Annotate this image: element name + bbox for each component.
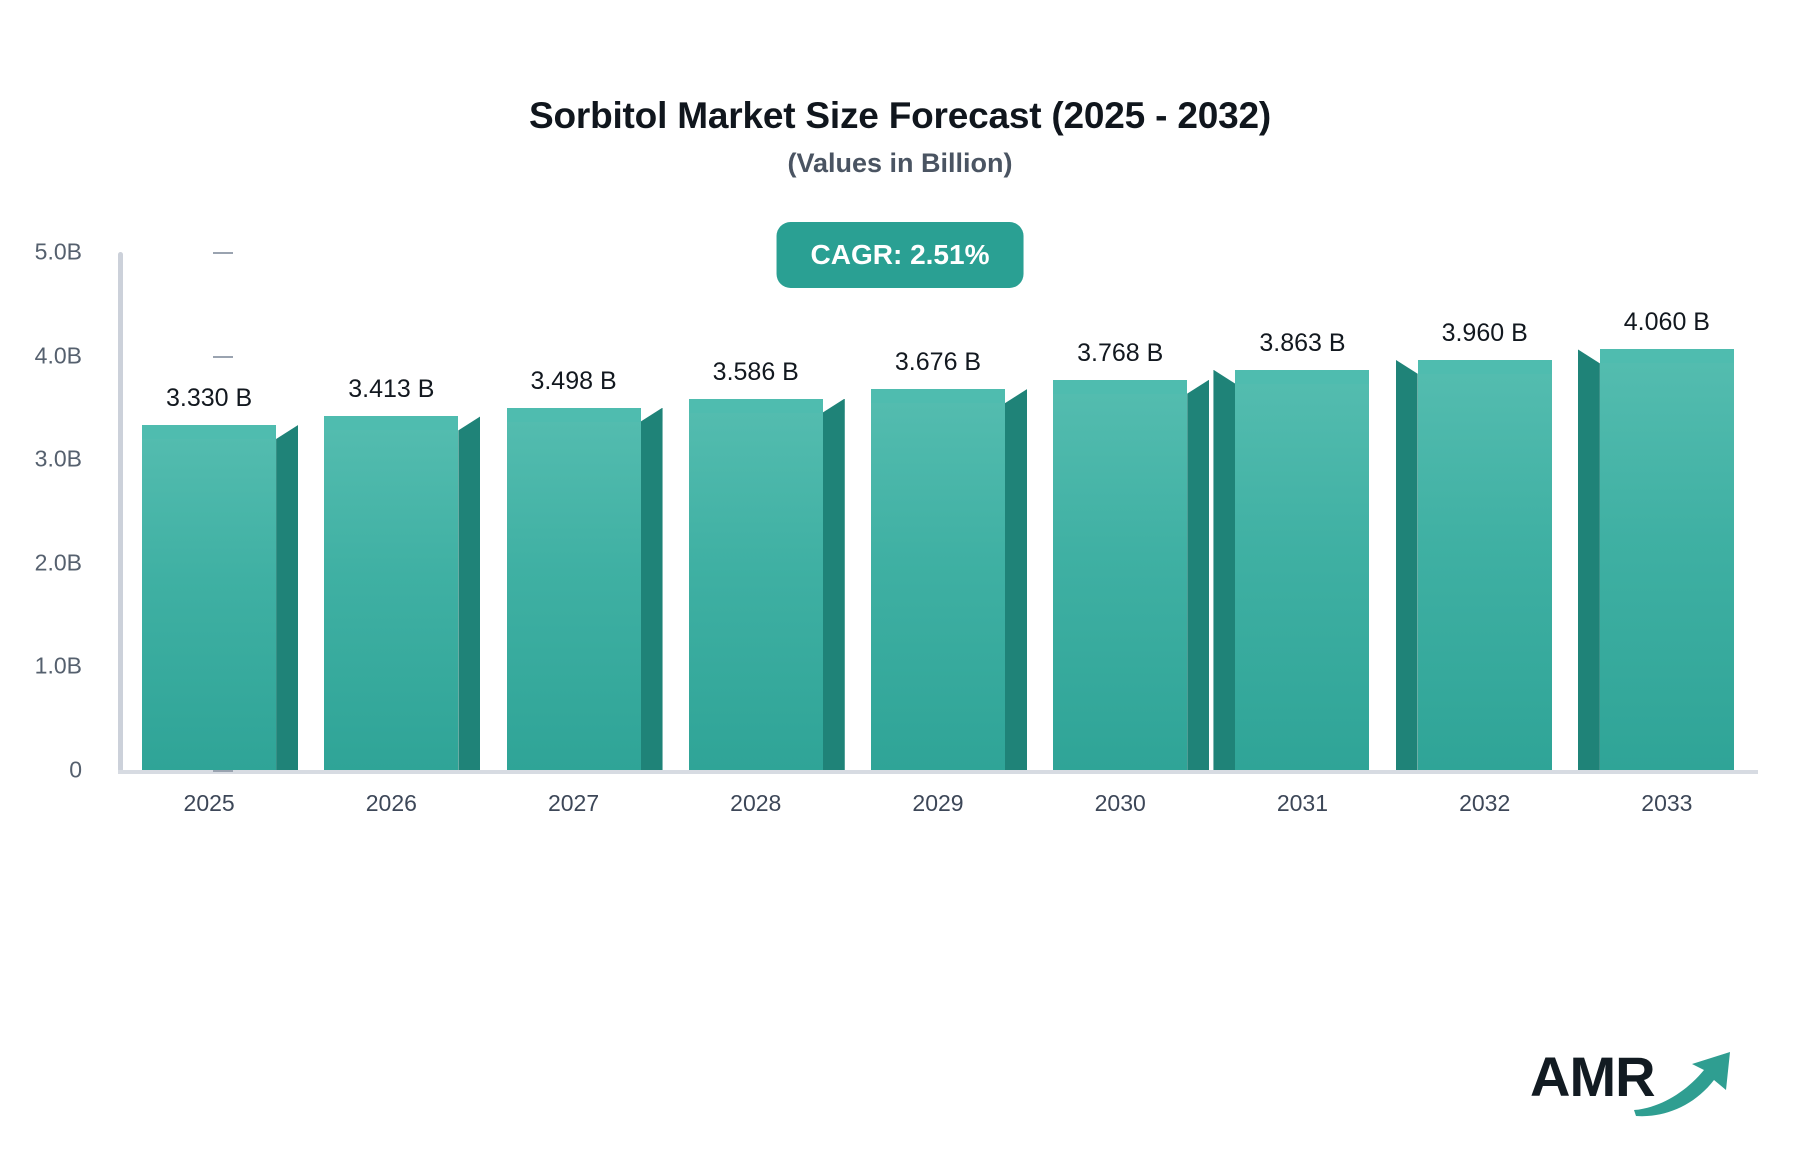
- bar-face: [871, 389, 1005, 770]
- x-axis-label: 2030: [1094, 790, 1146, 816]
- bar-face: [324, 416, 459, 770]
- bar-value-label: 3.498 B: [530, 366, 617, 395]
- logo-text: AMR: [1530, 1045, 1656, 1108]
- chart-subtitle: (Values in Billion): [787, 148, 1013, 178]
- bar-face: [506, 407, 641, 770]
- bar-top-face: [142, 425, 277, 440]
- bar-value-label: 3.330 B: [166, 384, 253, 413]
- bar: 3.498 B: [506, 367, 663, 770]
- bar-face: [1417, 359, 1552, 770]
- cagr-badge: CAGR: 2.51%: [776, 222, 1024, 288]
- bar-face: [1599, 349, 1734, 770]
- bar-top-face: [688, 398, 823, 413]
- bar-value-label: 3.676 B: [894, 348, 982, 377]
- y-axis-label: 3.0B: [34, 445, 82, 472]
- y-axis-tick: [213, 770, 233, 772]
- bar-side-face: [1187, 379, 1210, 770]
- chart-title: Sorbitol Market Size Forecast (2025 - 20…: [529, 95, 1271, 136]
- x-axis-label: 2029: [912, 790, 964, 816]
- bar-top-face: [1417, 359, 1552, 374]
- y-axis-label: 2.0B: [34, 549, 82, 576]
- growth-arrow-icon: [1634, 1052, 1730, 1117]
- y-axis-label: 0: [69, 756, 82, 783]
- bar-side-face: [640, 407, 663, 770]
- bar-value-label: 3.960 B: [1441, 318, 1528, 347]
- x-axis-line: [118, 770, 1758, 774]
- bar-side-face: [822, 398, 845, 770]
- bar: 3.413 B: [324, 375, 481, 770]
- x-axis-label: 2028: [730, 790, 782, 816]
- bar-side-face: [458, 416, 481, 770]
- bar: 3.676 B: [871, 348, 1027, 770]
- bar-face: [1235, 369, 1370, 770]
- y-axis-label: 5.0B: [34, 238, 82, 265]
- y-axis-label: 1.0B: [34, 652, 82, 679]
- bar: 3.768 B: [1053, 339, 1210, 770]
- bar-top-face: [1599, 349, 1734, 364]
- amr-logo: AMR: [1530, 1040, 1740, 1120]
- bar-series: 3.330 B 3.413 B 3.498 B 3.586 B 3.676 B 3.768…: [118, 252, 1758, 772]
- x-axis-label: 2027: [547, 790, 600, 816]
- bar-side-face: [1005, 389, 1027, 770]
- bar-value-label: 3.413 B: [348, 375, 435, 404]
- bar-face: [1053, 379, 1188, 770]
- y-axis-tick: [213, 355, 233, 358]
- bar-value-label: 3.586 B: [712, 357, 799, 386]
- bar-value-label: 3.863 B: [1259, 328, 1346, 357]
- x-axis-label: 2026: [365, 790, 417, 816]
- bar-side-face: [276, 425, 299, 770]
- bar: 4.060 B: [1577, 308, 1734, 770]
- bar-top-face: [1235, 369, 1370, 384]
- bar-side-face: [1577, 349, 1600, 770]
- bar-side-face: [1213, 369, 1236, 770]
- bar-value-label: 4.060 B: [1623, 308, 1710, 337]
- bar-top-face: [324, 416, 459, 431]
- bar-value-label: 3.768 B: [1077, 338, 1164, 367]
- bar-top-face: [506, 407, 641, 422]
- bar: 3.863 B: [1213, 329, 1370, 770]
- bar-top-face: [871, 389, 1005, 404]
- bar-face: [688, 398, 823, 770]
- y-axis-tick: [213, 252, 233, 254]
- bar-side-face: [1395, 359, 1418, 770]
- bar: 3.330 B: [142, 384, 299, 770]
- bar: 3.960 B: [1395, 319, 1552, 770]
- y-axis-label: 4.0B: [34, 342, 82, 369]
- plot-area: 3.330 B 3.413 B 3.498 B 3.586 B 3.676 B 3.768…: [118, 252, 1758, 774]
- bar-face: [142, 425, 277, 770]
- x-axis-label: 2031: [1276, 790, 1329, 816]
- x-axis-label: 2033: [1641, 790, 1693, 816]
- bar-top-face: [1053, 379, 1188, 394]
- x-axis-label: 2025: [183, 790, 235, 816]
- x-axis-label: 2032: [1459, 790, 1511, 816]
- bar: 3.586 B: [688, 358, 845, 770]
- y-axis-line: [118, 252, 123, 772]
